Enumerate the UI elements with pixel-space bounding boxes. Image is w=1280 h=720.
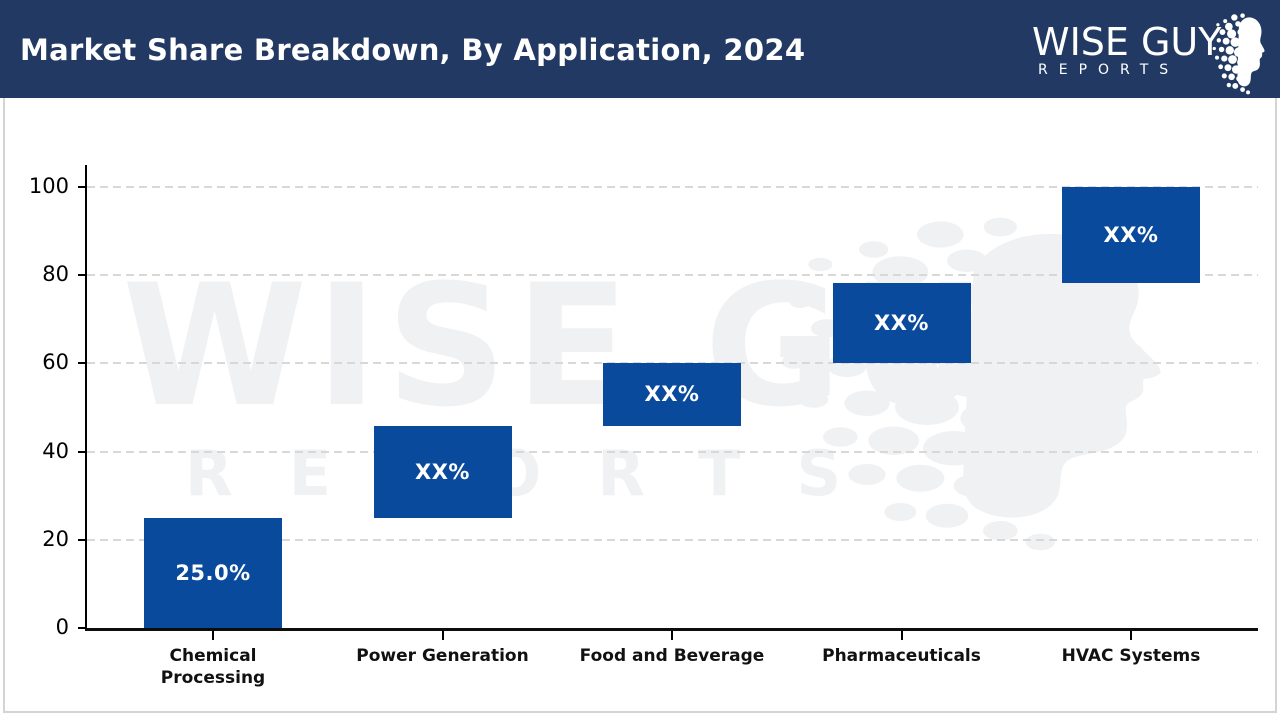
chart-panel: WISE GUY REPORTS 0 20 40 60 80 100 25.0% Chemic… <box>3 98 1277 713</box>
waterfall-bar: 25.0% <box>144 517 282 628</box>
x-tick-mark <box>900 631 903 640</box>
waterfall-bar: XX% <box>832 282 971 363</box>
bar-value-label: XX% <box>644 382 700 407</box>
y-tick-mark <box>78 450 87 453</box>
watermark-reports-text: REPORTS <box>185 437 898 510</box>
y-tick-label: 100 <box>28 174 69 198</box>
x-category-label: Power Generation <box>356 646 529 666</box>
bar-value-label: 25.0% <box>175 560 251 585</box>
y-tick-label: 20 <box>42 526 69 551</box>
waterfall-bar: XX% <box>373 426 512 518</box>
x-category-label: Chemical Processing <box>160 646 266 689</box>
x-tick-mark <box>212 631 214 640</box>
x-category-label: Food and Beverage <box>579 646 765 666</box>
y-tick-mark <box>78 538 87 541</box>
header-bar: Market Share Breakdown, By Application, … <box>0 0 1280 98</box>
y-tick-label: 60 <box>42 350 69 375</box>
x-axis-line <box>85 628 1258 631</box>
x-category-label: Pharmaceuticals <box>822 646 981 666</box>
y-axis-line <box>85 165 87 631</box>
logo-wordmark: WISE GUY <box>1032 20 1222 64</box>
x-tick-mark <box>441 631 444 640</box>
x-tick-mark <box>1130 631 1132 640</box>
x-tick-mark <box>671 631 673 640</box>
y-tick-label: 40 <box>42 438 69 463</box>
gridline <box>87 538 1258 541</box>
logo-head-icon <box>1212 13 1265 95</box>
waterfall-chart: 0 20 40 60 80 100 25.0% Chemical Processing XX% P… <box>29 165 1258 688</box>
bar-value-label: XX% <box>874 310 929 335</box>
waterfall-bar: XX% <box>1062 187 1200 283</box>
bar-value-label: XX% <box>415 459 470 484</box>
logo: WISE GUY REPORTS <box>1032 6 1270 96</box>
y-tick-mark <box>78 627 87 629</box>
y-tick-mark <box>78 274 87 277</box>
bar-value-label: XX% <box>1103 222 1159 247</box>
waterfall-bar: XX% <box>603 362 741 427</box>
x-category-label: HVAC Systems <box>1061 646 1201 666</box>
y-tick-label: 0 <box>55 615 69 639</box>
gridline <box>87 450 1258 453</box>
gridline <box>87 274 1258 277</box>
y-tick-mark <box>78 362 87 365</box>
y-tick-label: 80 <box>42 262 69 287</box>
logo-subtext: REPORTS <box>1038 62 1180 78</box>
page-title: Market Share Breakdown, By Application, … <box>20 33 806 67</box>
y-tick-mark <box>78 186 87 188</box>
gridline <box>87 186 1258 188</box>
